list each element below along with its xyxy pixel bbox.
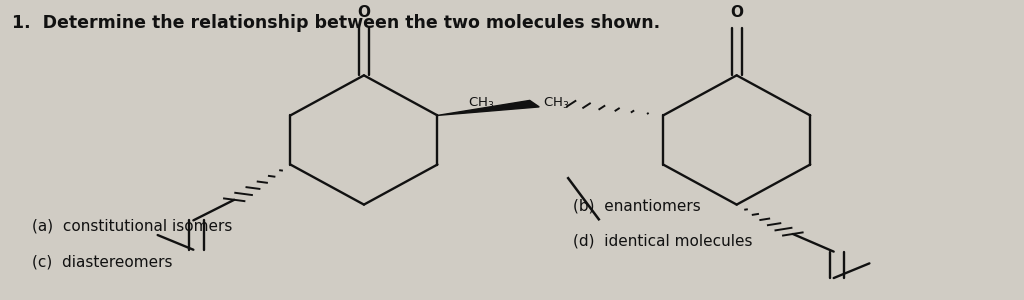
Text: CH$_3$: CH$_3$ [543,96,569,111]
Text: (c)  diastereomers: (c) diastereomers [32,254,172,269]
Text: (d)  identical molecules: (d) identical molecules [573,234,753,249]
Text: O: O [357,4,371,20]
Text: (a)  constitutional isomers: (a) constitutional isomers [32,219,232,234]
Text: O: O [730,4,743,20]
Polygon shape [437,100,540,116]
Text: (b)  enantiomers: (b) enantiomers [573,198,701,213]
Text: 1.  Determine the relationship between the two molecules shown.: 1. Determine the relationship between th… [11,14,659,32]
Text: CH$_3$: CH$_3$ [468,96,495,111]
